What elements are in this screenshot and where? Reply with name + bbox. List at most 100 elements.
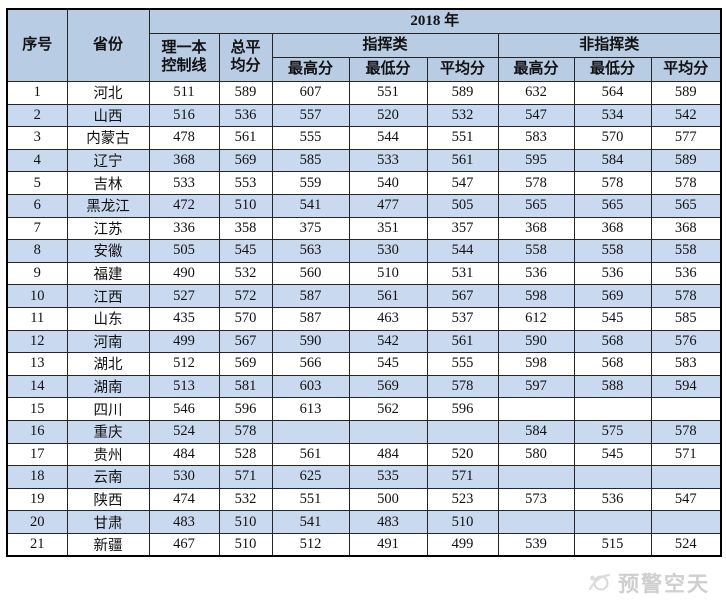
score-cell (573, 397, 652, 421)
score-cell: 578 (426, 374, 499, 399)
score-cell: 569 (573, 284, 652, 308)
table-row: 10 江西 527 572 587 561 567 598 569 578 (6, 284, 722, 308)
score-cell (573, 465, 652, 489)
table-row: 1 河北 511 589 607 551 589 632 564 589 (6, 81, 722, 105)
table-row: 19 陕西 474 532 551 500 523 573 536 547 (6, 487, 722, 512)
score-cell: 632 (497, 81, 575, 105)
score-cell: 569 (348, 374, 428, 399)
table-row: 17 贵州 484 528 561 484 520 580 545 571 (6, 442, 722, 467)
province-cell: 甘肃 (66, 510, 150, 534)
table-row: 14 湖南 513 581 603 569 578 597 588 594 (6, 374, 722, 399)
table-row: 5 吉林 533 553 559 540 547 578 578 578 (6, 171, 722, 195)
score-cell: 500 (348, 487, 428, 512)
score-cell: 505 (426, 193, 499, 218)
score-cell: 510 (348, 261, 428, 286)
province-cell: 湖南 (66, 374, 150, 399)
score-cell: 566 (271, 352, 350, 376)
province-cell: 贵州 (66, 442, 150, 467)
score-cell: 551 (271, 487, 350, 512)
score-cell: 565 (650, 193, 722, 218)
score-cell: 567 (426, 284, 499, 308)
row-number-cell: 3 (6, 126, 68, 150)
score-cell: 536 (218, 103, 273, 128)
row-number-cell: 2 (6, 103, 68, 128)
score-cell: 589 (650, 81, 722, 105)
score-cell: 351 (348, 216, 428, 241)
score-cell: 588 (573, 374, 652, 399)
score-cell: 545 (573, 442, 652, 467)
admission-scores-table: 序号 省份 2018 年 理一本 控制线 总平 均分 指挥类 非指挥类 最高分 … (6, 8, 723, 558)
score-cell: 357 (426, 216, 499, 241)
province-cell: 江西 (66, 284, 150, 308)
table-row: 18 云南 530 571 625 535 571 (6, 465, 722, 489)
table-body: 1 河北 511 589 607 551 589 632 564 589 2 山西 516 536 557 5… (6, 81, 722, 557)
score-cell: 561 (348, 284, 428, 308)
table-row: 6 黑龙江 472 510 541 477 505 565 565 565 (6, 193, 722, 218)
score-cell: 368 (650, 216, 722, 241)
province-cell: 安徽 (66, 239, 150, 263)
score-cell: 542 (650, 103, 722, 128)
score-cell (650, 465, 722, 489)
table-row: 21 新疆 467 510 512 491 499 539 515 524 (6, 532, 722, 557)
score-cell (271, 419, 350, 444)
score-cell: 589 (218, 81, 273, 105)
province-cell: 内蒙古 (66, 126, 150, 150)
province-cell: 江苏 (66, 216, 150, 241)
province-cell: 云南 (66, 465, 150, 489)
score-cell: 553 (218, 171, 273, 195)
score-cell: 520 (348, 103, 428, 128)
score-cell: 607 (271, 81, 350, 105)
province-cell: 陕西 (66, 487, 150, 512)
score-cell: 598 (497, 352, 575, 376)
score-cell (573, 510, 652, 534)
score-cell: 589 (426, 81, 499, 105)
score-cell: 555 (426, 352, 499, 376)
row-number-cell: 11 (6, 306, 68, 331)
score-cell: 596 (218, 397, 273, 421)
score-cell: 528 (218, 442, 273, 467)
province-cell: 湖北 (66, 352, 150, 376)
score-cell: 589 (650, 148, 722, 173)
score-cell: 510 (218, 532, 273, 557)
score-cell (497, 465, 575, 489)
score-cell: 499 (426, 532, 499, 557)
score-cell: 511 (148, 81, 220, 105)
table-row: 13 湖北 512 569 566 545 555 598 568 583 (6, 352, 722, 376)
score-cell: 594 (650, 374, 722, 399)
score-cell: 565 (573, 193, 652, 218)
score-cell: 510 (218, 510, 273, 534)
province-cell: 山西 (66, 103, 150, 128)
score-cell: 597 (497, 374, 575, 399)
score-cell: 540 (348, 171, 428, 195)
header-total-average: 总平 均分 (218, 33, 273, 82)
score-cell: 565 (497, 193, 575, 218)
score-cell: 584 (573, 148, 652, 173)
table-row: 4 辽宁 368 569 585 533 561 595 584 589 (6, 148, 722, 173)
score-cell: 474 (148, 487, 220, 512)
province-cell: 山东 (66, 306, 150, 331)
score-cell: 505 (148, 239, 220, 263)
header-serial: 序号 (6, 8, 68, 82)
row-number-cell: 5 (6, 171, 68, 195)
row-number-cell: 9 (6, 261, 68, 286)
table-row: 7 江苏 336 358 375 351 357 368 368 368 (6, 216, 722, 241)
score-cell: 612 (497, 306, 575, 331)
score-cell: 571 (218, 465, 273, 489)
score-cell: 537 (426, 306, 499, 331)
score-cell: 477 (348, 193, 428, 218)
score-cell (497, 397, 575, 421)
header-command-group: 指挥类 (271, 33, 499, 58)
score-cell: 584 (497, 419, 575, 444)
score-cell: 541 (271, 510, 350, 534)
score-cell: 595 (497, 148, 575, 173)
score-cell: 583 (497, 126, 575, 150)
score-cell: 368 (148, 148, 220, 173)
score-cell: 534 (573, 103, 652, 128)
score-cell: 541 (271, 193, 350, 218)
score-cell: 515 (573, 532, 652, 557)
score-cell: 483 (148, 510, 220, 534)
table-row: 15 四川 546 596 613 562 596 (6, 397, 722, 421)
score-cell: 578 (650, 284, 722, 308)
score-cell: 533 (148, 171, 220, 195)
table-header: 序号 省份 2018 年 理一本 控制线 总平 均分 指挥类 非指挥类 最高分 … (6, 8, 722, 82)
